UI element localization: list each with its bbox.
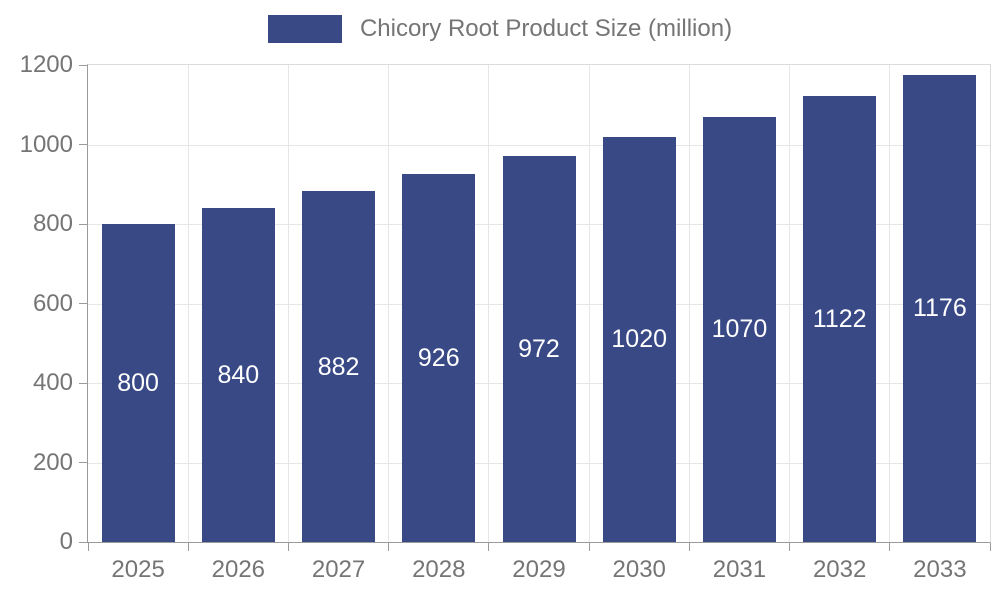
x-axis-tick-label: 2029 xyxy=(512,556,566,583)
x-axis-tick xyxy=(488,543,490,551)
bar-2029[interactable] xyxy=(502,155,576,542)
bar-2026[interactable] xyxy=(201,208,275,542)
x-axis-tick-label: 2033 xyxy=(913,556,967,583)
bar-2027[interactable] xyxy=(302,191,376,542)
x-axis-tick-label: 2026 xyxy=(211,556,266,583)
legend-label: Chicory Root Product Size (million) xyxy=(359,15,733,42)
gridline-vertical xyxy=(187,65,189,542)
y-axis-tick xyxy=(79,541,87,543)
bar-2025[interactable] xyxy=(101,224,175,542)
x-axis-tick xyxy=(287,543,289,551)
gridline-vertical xyxy=(388,65,390,542)
bar-2028[interactable] xyxy=(402,173,476,542)
bar-value-label-2027: 882 xyxy=(317,352,360,381)
y-axis-tick-label: 600 xyxy=(32,289,73,317)
gridline-vertical xyxy=(889,65,891,542)
y-axis-tick-label: 200 xyxy=(32,448,73,476)
gridline-vertical xyxy=(287,65,289,542)
gridline-vertical xyxy=(688,65,690,542)
gridline-horizontal xyxy=(88,144,990,146)
y-axis-tick xyxy=(79,64,87,66)
y-axis-tick xyxy=(79,223,87,225)
gridline-vertical xyxy=(488,65,490,542)
y-axis-tick xyxy=(79,462,87,463)
plot-area: 800 840 882 926 972 1020 1070 1122 1176 xyxy=(87,64,991,543)
x-axis-tick-label: 2031 xyxy=(712,556,767,583)
x-axis-tick xyxy=(789,543,791,551)
legend-swatch xyxy=(267,15,342,43)
x-axis-tick xyxy=(688,543,690,551)
bar-value-label-2028: 926 xyxy=(417,343,460,372)
x-axis-tick xyxy=(989,543,991,551)
legend[interactable]: Chicory Root Product Size (million) xyxy=(0,15,1000,43)
y-axis-tick xyxy=(79,382,87,384)
x-axis-tick xyxy=(588,543,590,551)
bar-2030[interactable] xyxy=(602,136,676,542)
x-axis-tick xyxy=(187,543,189,551)
gridline-vertical xyxy=(789,65,791,542)
x-axis-tick-label: 2028 xyxy=(412,556,466,583)
y-axis-tick-label: 400 xyxy=(32,369,73,396)
y-axis-tick-label: 1000 xyxy=(19,130,73,158)
y-axis-tick xyxy=(79,144,87,145)
bar-2032[interactable] xyxy=(803,96,877,542)
bar-value-label-2029: 972 xyxy=(518,334,560,363)
y-axis-tick-label: 800 xyxy=(32,210,73,237)
gridline-vertical xyxy=(588,65,590,542)
bar-value-label-2033: 1176 xyxy=(912,294,967,323)
bar-value-label-2032: 1122 xyxy=(812,305,867,333)
x-axis-tick-label: 2025 xyxy=(111,556,165,583)
y-axis-tick xyxy=(79,303,87,304)
x-axis-tick xyxy=(889,543,891,551)
bar-2031[interactable] xyxy=(702,116,776,542)
bar-2033[interactable] xyxy=(903,74,977,542)
y-axis-tick-label: 0 xyxy=(59,528,73,555)
x-axis-tick-label: 2030 xyxy=(612,556,666,583)
bar-value-label-2030: 1020 xyxy=(611,325,668,354)
bar-value-label-2026: 840 xyxy=(217,361,260,390)
x-axis-tick xyxy=(87,543,89,551)
x-axis-tick-label: 2027 xyxy=(311,556,366,583)
x-axis-tick-label: 2032 xyxy=(812,556,867,583)
y-axis-tick-label: 1200 xyxy=(19,51,73,78)
bar-value-label-2031: 1070 xyxy=(711,315,768,344)
bar-value-label-2025: 800 xyxy=(117,369,159,397)
x-axis-tick xyxy=(388,543,390,551)
